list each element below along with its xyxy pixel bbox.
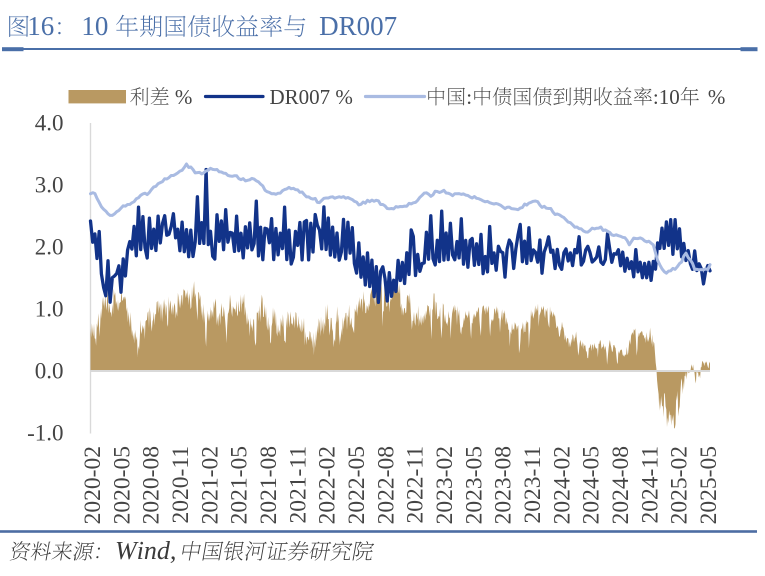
svg-text:2021-02: 2021-02 xyxy=(197,446,223,524)
svg-text:2021-11: 2021-11 xyxy=(285,446,311,523)
svg-text::: : xyxy=(466,85,472,109)
svg-text::10: :10 xyxy=(653,85,680,109)
svg-text:3.0: 3.0 xyxy=(35,173,64,198)
svg-text:2025-05: 2025-05 xyxy=(696,446,722,524)
svg-text:DR007: DR007 xyxy=(319,11,397,41)
svg-text:2023-11: 2023-11 xyxy=(520,446,546,523)
svg-text:2022-11: 2022-11 xyxy=(403,446,429,523)
svg-text:2021-08: 2021-08 xyxy=(256,446,282,524)
svg-text:2020-08: 2020-08 xyxy=(139,446,165,524)
svg-text:-1.0: -1.0 xyxy=(27,421,63,446)
svg-text:2.0: 2.0 xyxy=(35,235,64,260)
svg-text:16: 16 xyxy=(27,11,54,41)
svg-text:%: % xyxy=(708,85,726,109)
svg-text:10: 10 xyxy=(81,11,108,41)
svg-text:2021-05: 2021-05 xyxy=(227,446,253,524)
svg-text:2023-02: 2023-02 xyxy=(432,446,458,524)
svg-text:4.0: 4.0 xyxy=(35,111,64,136)
svg-text:2025-02: 2025-02 xyxy=(667,446,693,524)
svg-text:2022-05: 2022-05 xyxy=(344,446,370,524)
svg-text:2022-02: 2022-02 xyxy=(315,446,341,524)
svg-text:1.0: 1.0 xyxy=(35,297,64,322)
svg-text:%: % xyxy=(175,85,193,109)
svg-text:2022-08: 2022-08 xyxy=(373,446,399,524)
svg-text:2023-05: 2023-05 xyxy=(461,446,487,524)
svg-text:2024-11: 2024-11 xyxy=(637,446,663,523)
svg-text:2024-08: 2024-08 xyxy=(608,446,634,524)
svg-text:0.0: 0.0 xyxy=(35,359,64,384)
svg-text:2020-02: 2020-02 xyxy=(80,446,106,524)
svg-text:2023-08: 2023-08 xyxy=(491,446,517,524)
svg-text:DR007 %: DR007 % xyxy=(270,85,353,109)
svg-text:2024-05: 2024-05 xyxy=(579,446,605,524)
svg-text:2024-02: 2024-02 xyxy=(549,446,575,524)
svg-text:2020-11: 2020-11 xyxy=(168,446,194,523)
svg-text:2020-05: 2020-05 xyxy=(109,446,135,524)
